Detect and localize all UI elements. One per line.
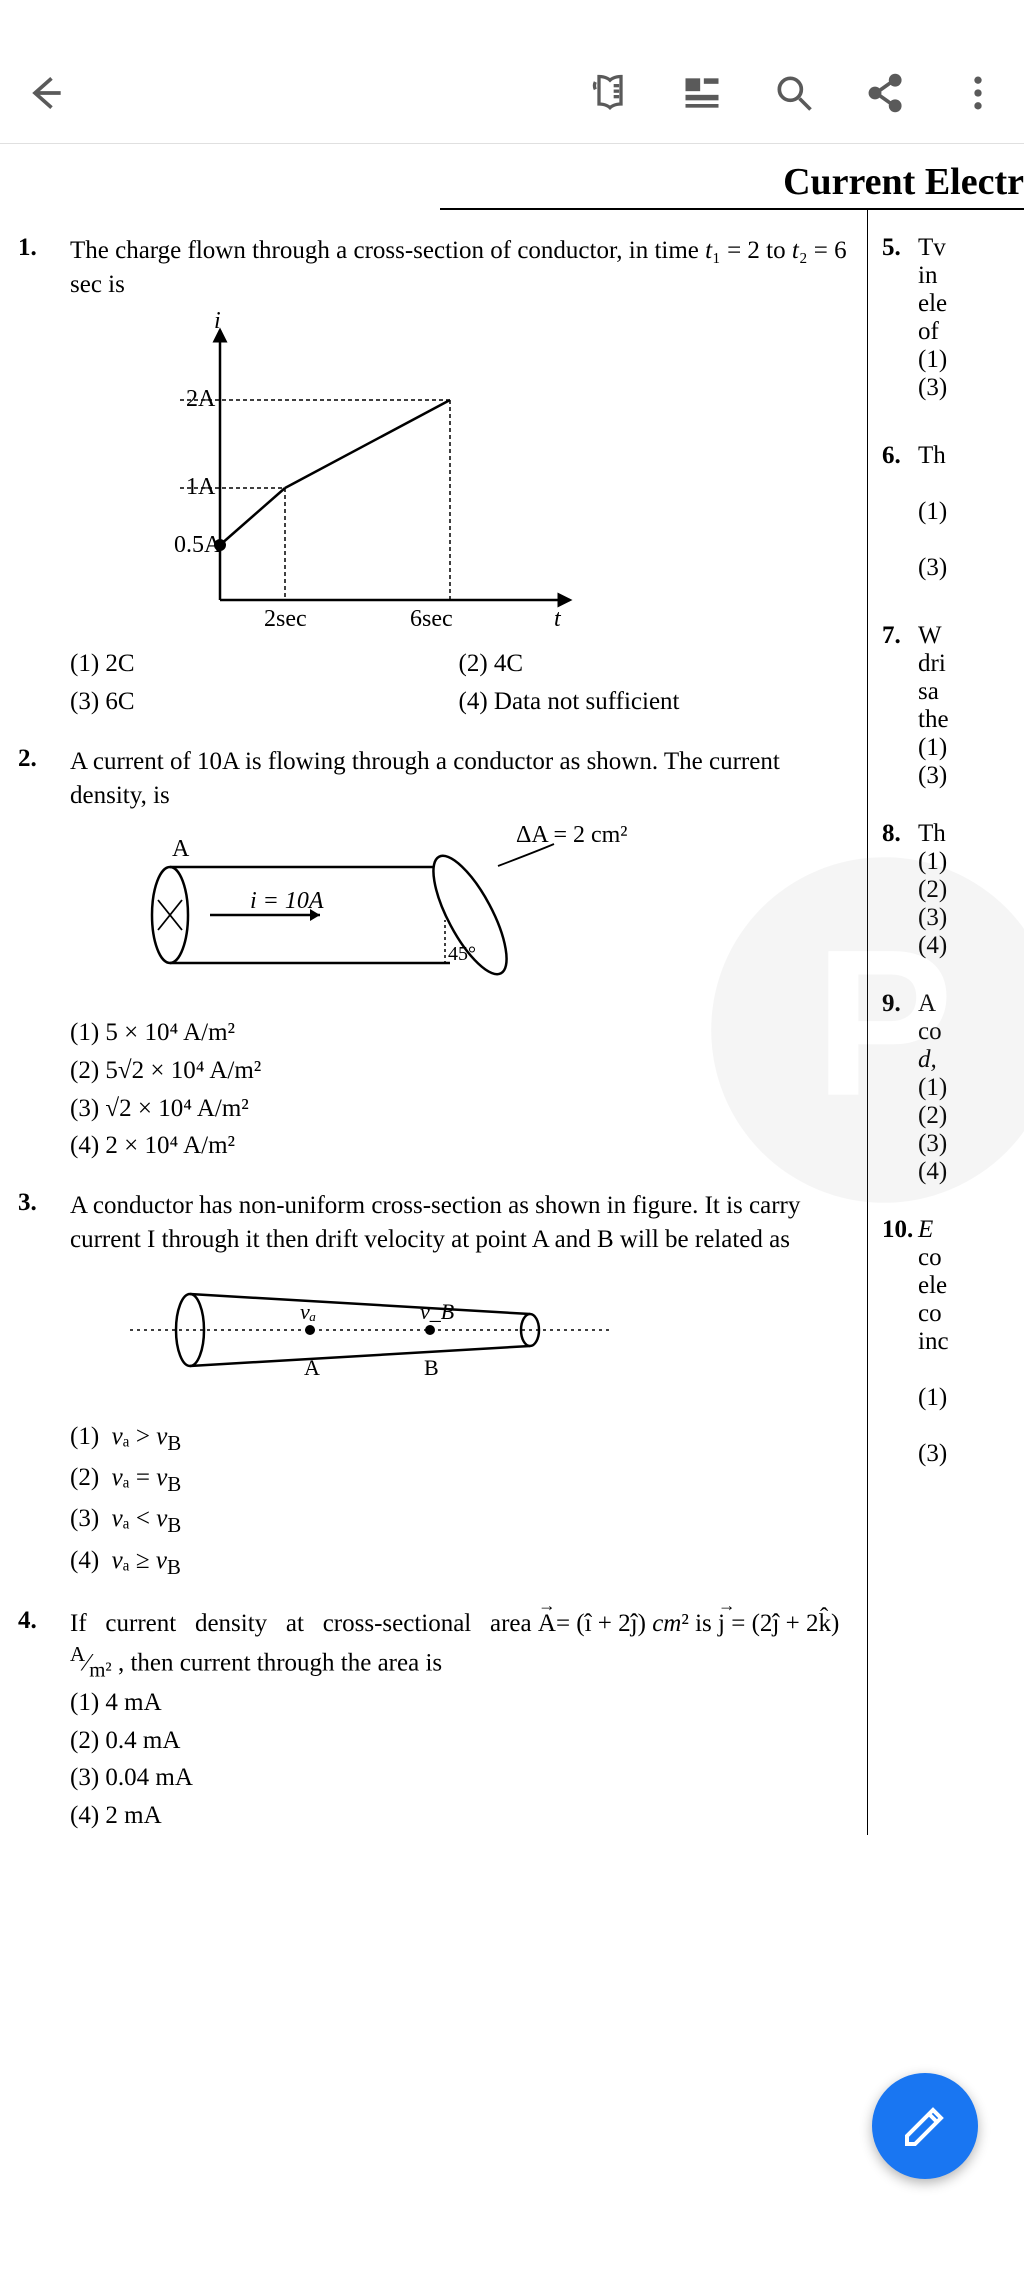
search-icon[interactable] xyxy=(772,71,816,120)
question-text: If current density at cross-sectional ar… xyxy=(70,1607,847,1684)
page-layout-icon[interactable] xyxy=(680,71,724,120)
pencil-icon xyxy=(901,2102,949,2150)
page-title: Current Electr xyxy=(440,144,1024,208)
question-number: 4. xyxy=(18,1607,70,1835)
svg-text:i: i xyxy=(214,310,221,334)
q4-opt3[interactable]: (3) 0.04 mA xyxy=(70,1759,847,1797)
back-icon[interactable] xyxy=(24,71,68,120)
q1-opt3[interactable]: (3) 6C xyxy=(70,683,459,721)
svg-text:A: A xyxy=(304,1355,320,1380)
svg-text:2A: 2A xyxy=(186,386,216,412)
svg-text:t: t xyxy=(554,606,562,630)
q3-opt1[interactable]: (1) vₐ > vB xyxy=(70,1418,847,1459)
svg-text:6sec: 6sec xyxy=(410,606,453,630)
svg-text:A: A xyxy=(172,836,190,862)
page-title-wrap: Current Electr xyxy=(440,144,1024,210)
q2-opt3[interactable]: (3) √2 × 10⁴ A/m² xyxy=(70,1090,847,1128)
q2-opt4[interactable]: (4) 2 × 10⁴ A/m² xyxy=(70,1127,847,1165)
question-3: 3. A conductor has non-uniform cross-sec… xyxy=(18,1189,847,1583)
q3-opt4[interactable]: (4) vₐ ≥ vB xyxy=(70,1542,847,1583)
q4-opt2[interactable]: (2) 0.4 mA xyxy=(70,1722,847,1760)
question-number: 1. xyxy=(18,234,70,721)
q1-opt2[interactable]: (2) 4C xyxy=(459,645,848,683)
question-text: A conductor has non-uniform cross-sectio… xyxy=(70,1189,847,1257)
svg-text:2sec: 2sec xyxy=(264,606,307,630)
question-text: A current of 10A is flowing through a co… xyxy=(70,745,847,813)
q4-opt4[interactable]: (4) 2 mA xyxy=(70,1797,847,1835)
question-1: 1. The charge flown through a cross-sect… xyxy=(18,234,847,721)
edit-fab[interactable] xyxy=(872,2073,978,2179)
q3-opt2[interactable]: (2) vₐ = vB xyxy=(70,1459,847,1500)
q3-opt3[interactable]: (3) vₐ < vB xyxy=(70,1500,847,1541)
more-icon[interactable] xyxy=(956,71,1000,120)
q1-graph: 0.5A 1A 2A 2sec 6sec i xyxy=(110,310,847,640)
svg-text:vₐ: vₐ xyxy=(300,1299,316,1324)
question-2: 2. A current of 10A is flowing through a… xyxy=(18,745,847,1165)
q2-diagram: A ΔA = 2 cm² i = 10A 45° xyxy=(110,820,847,1010)
q1-opt4[interactable]: (4) Data not sufficient xyxy=(459,683,848,721)
reading-mode-icon[interactable] xyxy=(588,71,632,120)
share-icon[interactable] xyxy=(864,71,908,120)
question-number: 2. xyxy=(18,745,70,1165)
q4-opt1[interactable]: (1) 4 mA xyxy=(70,1684,847,1722)
toolbar xyxy=(0,48,1024,144)
svg-text:B: B xyxy=(424,1355,439,1380)
question-number: 3. xyxy=(18,1189,70,1583)
left-column: 1. The charge flown through a cross-sect… xyxy=(18,210,868,1835)
svg-text:i = 10A: i = 10A xyxy=(250,888,324,914)
svg-text:ΔA = 2 cm²: ΔA = 2 cm² xyxy=(516,822,628,848)
question-text: The charge flown through a cross-section… xyxy=(70,234,847,302)
svg-text:1A: 1A xyxy=(186,474,216,500)
question-4: 4. If current density at cross-sectional… xyxy=(18,1607,847,1835)
q2-opt2[interactable]: (2) 5√2 × 10⁴ A/m² xyxy=(70,1052,847,1090)
q3-diagram: vₐ v_B A B xyxy=(110,1265,847,1415)
q1-opt1[interactable]: (1) 2C xyxy=(70,645,459,683)
svg-text:45°: 45° xyxy=(448,943,476,965)
right-column: 5.Tvineleof(1)(3) 6.Th (1) (3) 7.Wdrisat… xyxy=(868,210,988,1835)
svg-text:v_B: v_B xyxy=(420,1299,454,1324)
status-bar xyxy=(0,0,1024,48)
q2-opt1[interactable]: (1) 5 × 10⁴ A/m² xyxy=(70,1014,847,1052)
